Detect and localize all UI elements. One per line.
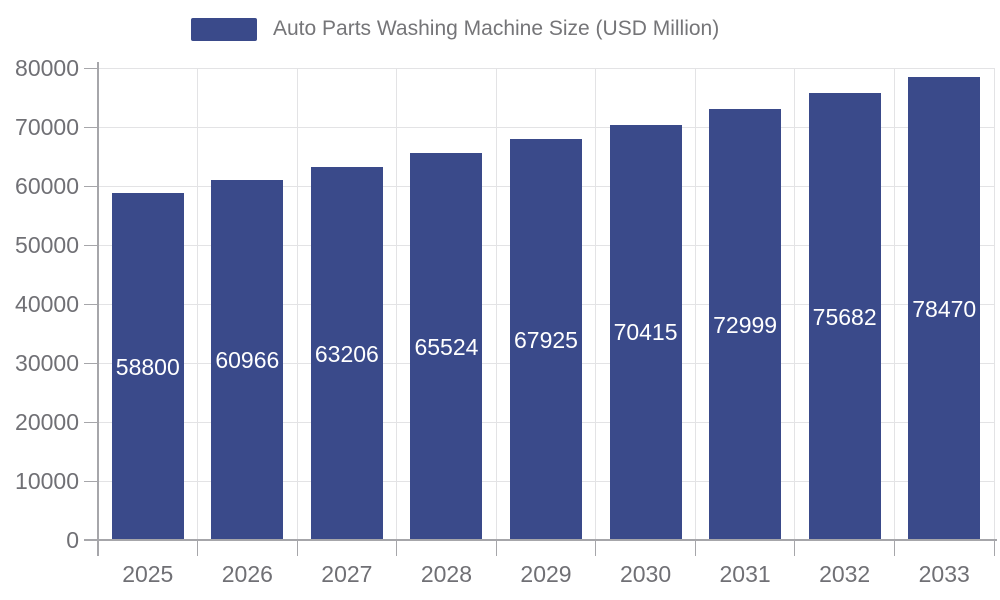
bar[interactable] xyxy=(609,124,682,540)
x-tick-label: 2028 xyxy=(420,561,473,587)
bar[interactable] xyxy=(111,193,184,540)
y-tick-label: 20000 xyxy=(15,409,79,435)
y-gridline xyxy=(98,67,994,69)
bar[interactable] xyxy=(908,77,981,540)
y-tick xyxy=(84,303,98,305)
bar-value-label: 75682 xyxy=(812,303,877,330)
x-tick xyxy=(296,540,298,556)
x-gridline xyxy=(993,68,995,540)
bar-value-label: 67925 xyxy=(514,326,578,353)
x-gridline xyxy=(396,68,398,540)
y-tick-label: 80000 xyxy=(15,55,79,81)
x-gridline xyxy=(495,68,497,540)
x-tick xyxy=(396,540,398,556)
x-tick-label: 2030 xyxy=(619,561,672,587)
x-tick-label: 2031 xyxy=(719,561,771,587)
x-tick xyxy=(595,540,597,556)
x-tick xyxy=(893,540,895,556)
y-tick-label: 70000 xyxy=(15,114,79,140)
bar-value-label: 58800 xyxy=(115,353,180,380)
x-tick-label: 2029 xyxy=(520,561,572,587)
x-tick-label: 2032 xyxy=(819,561,871,587)
x-gridline xyxy=(794,68,796,540)
x-tick xyxy=(197,540,199,556)
y-tick-label: 60000 xyxy=(15,173,79,199)
chart-legend[interactable]: Auto Parts Washing Machine Size (USD Mil… xyxy=(191,17,719,41)
x-tick-label: 2033 xyxy=(918,561,970,587)
bar[interactable] xyxy=(808,93,881,540)
y-tick-label: 0 xyxy=(66,527,79,553)
bar-value-label: 70415 xyxy=(613,319,678,346)
y-tick xyxy=(84,185,98,187)
x-tick xyxy=(794,540,796,556)
y-tick-label: 30000 xyxy=(15,350,79,376)
y-tick xyxy=(84,67,98,69)
x-gridline xyxy=(197,68,199,540)
x-tick xyxy=(694,540,696,556)
y-tick xyxy=(84,362,98,364)
bar-value-label: 72999 xyxy=(713,311,778,338)
y-tick xyxy=(84,480,98,482)
y-tick-label: 40000 xyxy=(15,291,79,317)
x-tick-label: 2025 xyxy=(122,561,174,587)
bar-value-label: 78470 xyxy=(912,295,977,322)
y-tick-label: 50000 xyxy=(15,232,79,258)
y-tick xyxy=(84,244,98,246)
x-gridline xyxy=(893,68,895,540)
x-tick-label: 2026 xyxy=(221,561,273,587)
x-tick xyxy=(495,540,497,556)
x-tick-label: 2027 xyxy=(321,561,373,587)
bar-value-label: 63206 xyxy=(314,340,379,367)
bar-value-label: 65524 xyxy=(414,333,479,360)
bar[interactable] xyxy=(310,167,383,540)
x-gridline xyxy=(694,68,696,540)
y-gridline xyxy=(98,126,994,128)
x-gridline xyxy=(296,68,298,540)
bar[interactable] xyxy=(709,109,782,540)
x-axis-line xyxy=(84,539,997,541)
bar[interactable] xyxy=(510,139,582,540)
legend-label: Auto Parts Washing Machine Size (USD Mil… xyxy=(273,17,720,40)
y-tick xyxy=(84,421,98,423)
x-gridline xyxy=(595,68,597,540)
x-tick xyxy=(993,540,995,556)
bar-value-label: 60966 xyxy=(215,347,280,374)
bar[interactable] xyxy=(211,180,284,540)
y-tick xyxy=(84,126,98,128)
y-tick-label: 10000 xyxy=(15,468,79,494)
y-axis-line xyxy=(97,62,99,556)
legend-swatch xyxy=(191,17,257,41)
bar[interactable] xyxy=(410,153,483,540)
